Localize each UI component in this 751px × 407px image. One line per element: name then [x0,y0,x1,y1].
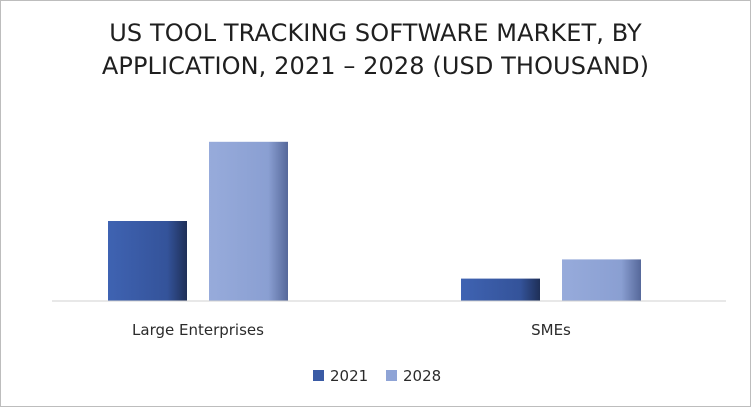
chart-title: US TOOL TRACKING SOFTWARE MARKET, BY APP… [0,17,751,83]
category-label-large-enterprises: Large Enterprises [132,321,264,339]
bar-smes-2021 [461,278,540,301]
bar-large-enterprises-2021 [108,221,187,301]
bar-large-enterprises-2028 [209,141,288,301]
chart-title-line-1: US TOOL TRACKING SOFTWARE MARKET, BY [109,19,642,47]
bar-smes-2028 [562,259,641,301]
legend-label-2021: 2021 [330,367,368,385]
legend-swatch-2028 [386,370,397,381]
legend-swatch-2021 [313,370,324,381]
category-labels: Large Enterprises SMEs [132,321,571,339]
legend-label-2028: 2028 [403,367,441,385]
chart-title-line-2: APPLICATION, 2021 – 2028 (USD THOUSAND) [101,52,650,80]
bar-group [108,141,641,301]
legend: 2021 2028 [313,367,441,385]
category-label-smes: SMEs [531,321,571,339]
